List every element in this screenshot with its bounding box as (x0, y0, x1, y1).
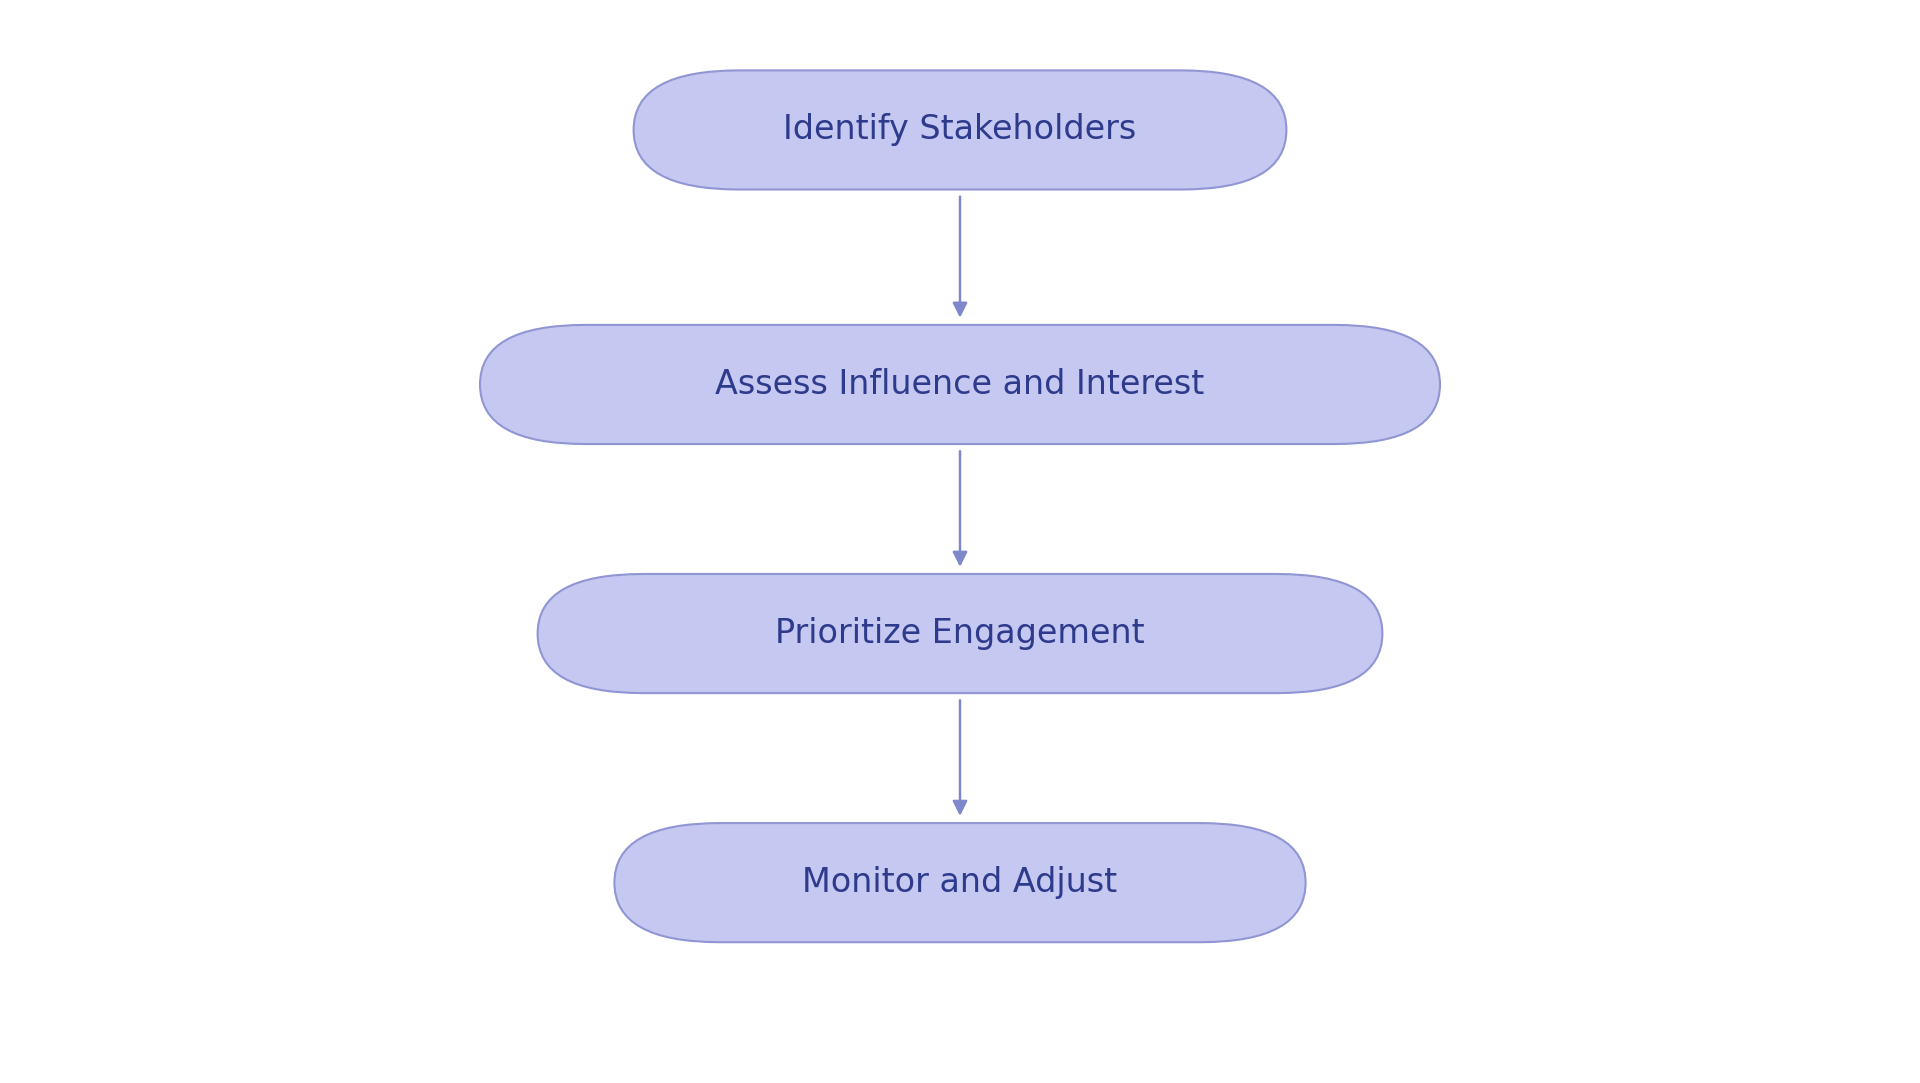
FancyBboxPatch shape (538, 574, 1382, 693)
Text: Prioritize Engagement: Prioritize Engagement (776, 617, 1144, 650)
Text: Monitor and Adjust: Monitor and Adjust (803, 866, 1117, 899)
FancyBboxPatch shape (480, 325, 1440, 444)
Text: Identify Stakeholders: Identify Stakeholders (783, 114, 1137, 146)
FancyBboxPatch shape (614, 823, 1306, 942)
FancyBboxPatch shape (634, 70, 1286, 190)
Text: Assess Influence and Interest: Assess Influence and Interest (716, 368, 1204, 401)
